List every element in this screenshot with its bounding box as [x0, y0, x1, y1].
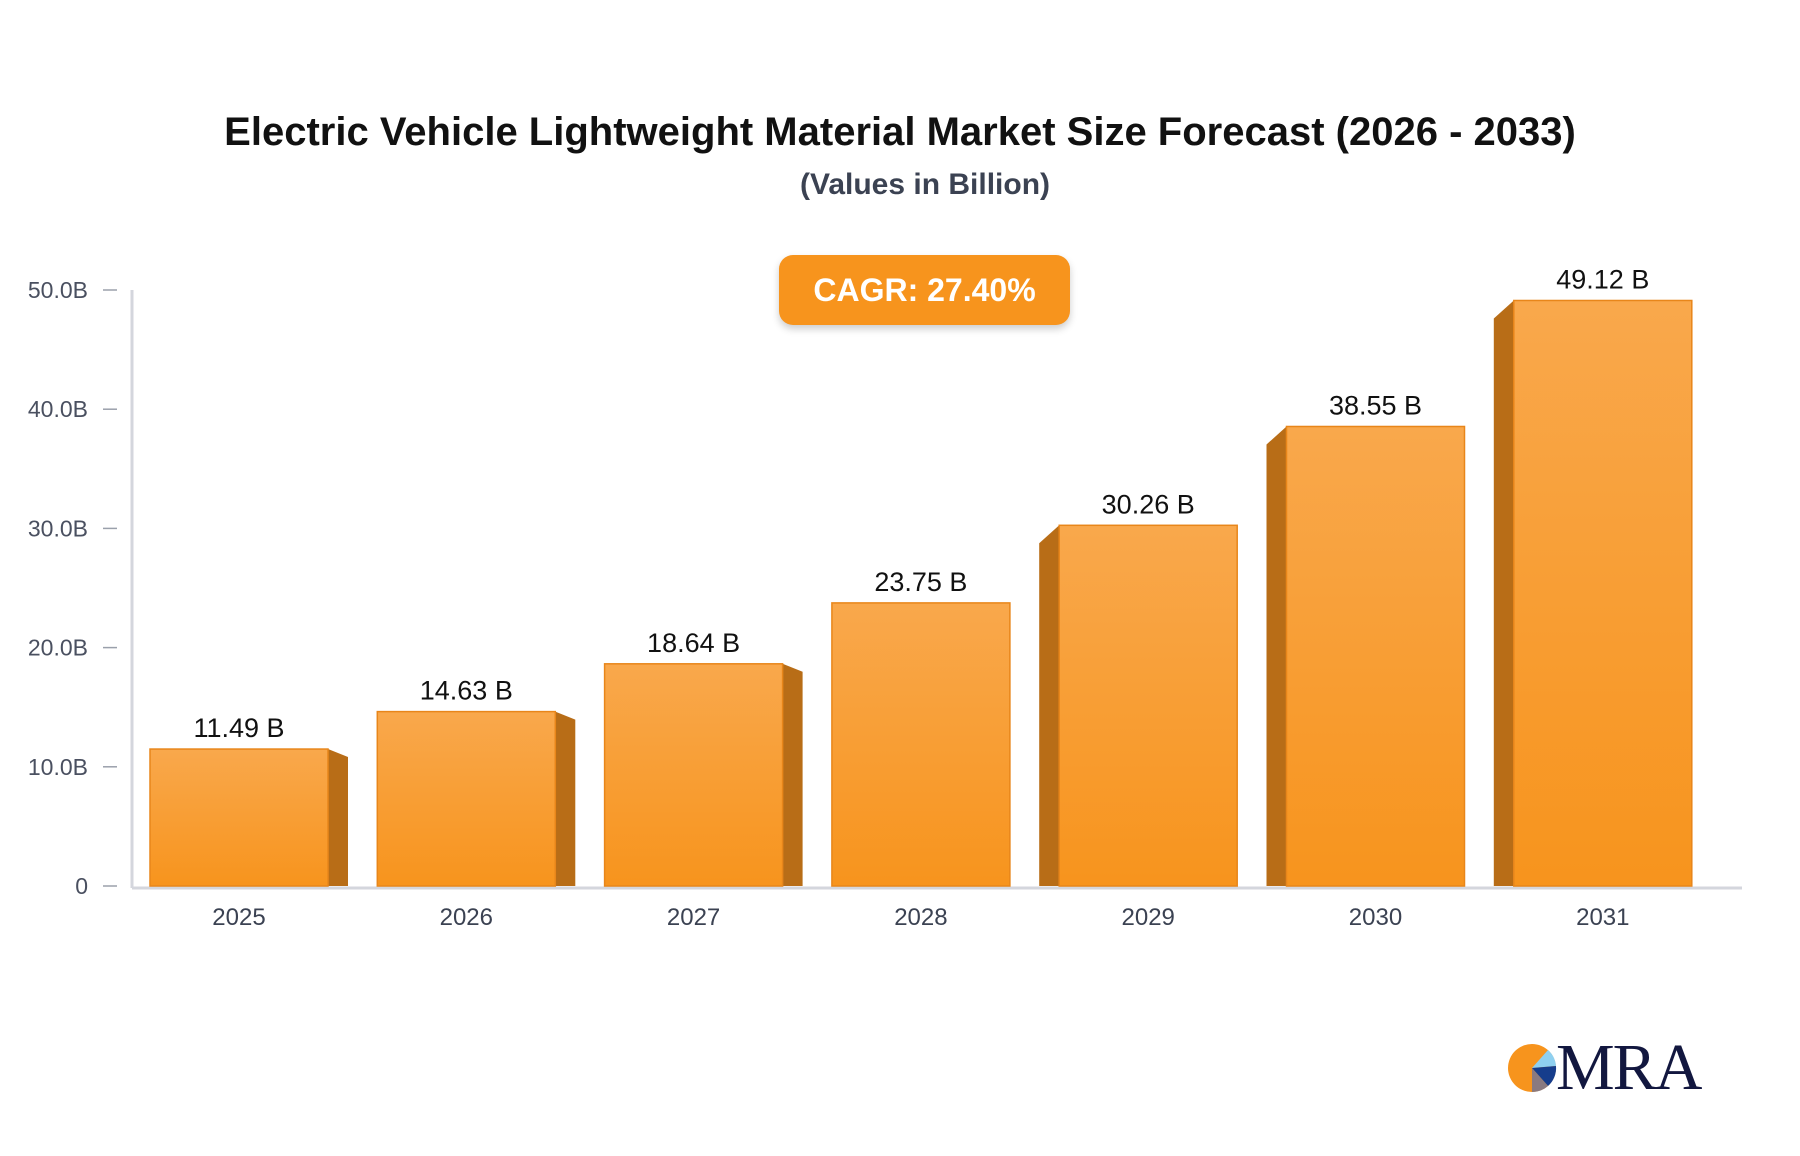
bar-side: [782, 663, 803, 886]
data-label: 38.55 B: [1329, 390, 1422, 420]
data-label: 30.26 B: [1102, 489, 1195, 519]
x-tick-label: 2029: [1122, 904, 1175, 931]
chart-title: Electric Vehicle Lightweight Material Ma…: [224, 110, 1576, 154]
cagr-badge: CAGR: 27.40%: [779, 255, 1070, 325]
data-label: 18.64 B: [647, 628, 740, 658]
y-tick-label: 30.0B: [28, 515, 88, 541]
x-tick-label: 2028: [894, 904, 947, 931]
bar-side: [1493, 300, 1514, 886]
bar-side: [328, 749, 348, 886]
bar: [831, 602, 1011, 887]
bar: [1513, 299, 1693, 887]
bar: [603, 663, 784, 887]
bar: [1285, 425, 1466, 887]
data-label: 14.63 B: [420, 676, 513, 706]
chart-subtitle: (Values in Billion): [799, 168, 1051, 201]
x-tick-label: 2026: [440, 904, 493, 931]
mra-logo: MRA: [1504, 1031, 1704, 1104]
data-label: 11.49 B: [193, 713, 284, 743]
y-tick-label: 20.0B: [28, 635, 88, 661]
logo-text: MRA: [1556, 1031, 1702, 1104]
y-tick-label: 10.0B: [28, 754, 88, 780]
data-label: 49.12 B: [1556, 264, 1649, 294]
data-label: 23.75 B: [874, 567, 967, 597]
pie-logo-icon: [1508, 1044, 1557, 1093]
bar: [1058, 524, 1238, 887]
y-tick-label: 50.0B: [28, 277, 88, 303]
bar-side: [555, 711, 576, 886]
x-tick-label: 2030: [1349, 904, 1402, 931]
bar: [149, 748, 329, 887]
y-tick-label: 40.0B: [28, 396, 88, 422]
x-tick-label: 2031: [1576, 904, 1629, 931]
bar-side: [1266, 426, 1287, 886]
y-tick-label: 0: [75, 873, 88, 899]
bar: [376, 710, 557, 887]
x-tick-label: 2025: [212, 904, 265, 931]
bar-side: [1039, 525, 1060, 886]
x-tick-label: 2027: [667, 904, 720, 931]
